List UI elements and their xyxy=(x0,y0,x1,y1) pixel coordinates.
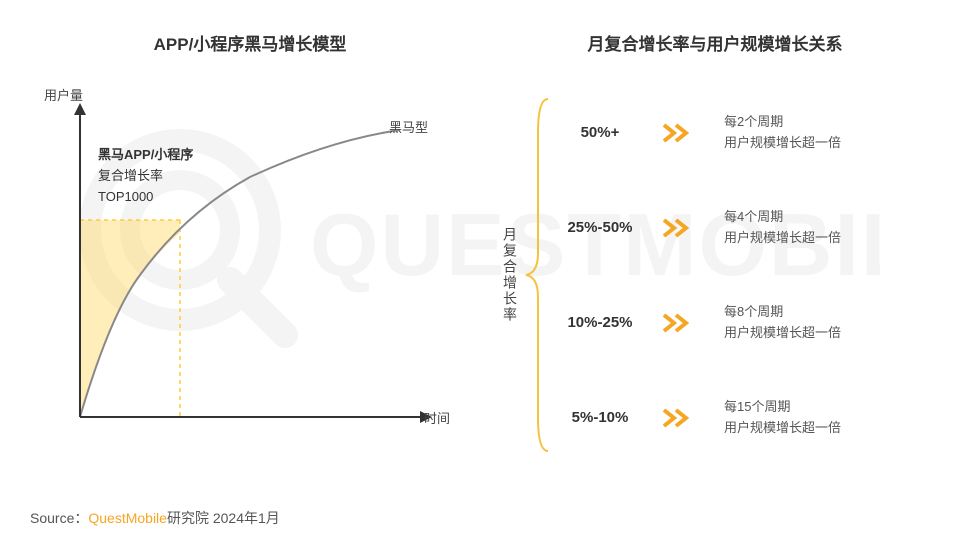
rate-desc: 每2个周期 用户规模增长超一倍 xyxy=(724,112,841,152)
rate-rows: 50%+ 每2个周期 用户规模增长超一倍 25%-50% 每4个周期 xyxy=(554,85,930,465)
source-prefix: Source： xyxy=(30,510,88,526)
double-chevron-icon xyxy=(662,218,708,238)
rate-value: 10%-25% xyxy=(554,314,646,331)
rate-value: 50%+ xyxy=(554,124,646,141)
bracket-icon xyxy=(520,93,550,457)
bracket-label: 月复合增长率 xyxy=(500,227,520,323)
fill-region xyxy=(80,220,180,417)
x-axis-label: 时间 xyxy=(424,408,450,427)
growth-chart: 用户量 时间 黑马型 黑马APP/小程序 复合增长率 TOP1000 xyxy=(30,85,450,445)
rate-value: 5%-10% xyxy=(554,409,646,426)
y-axis-arrow xyxy=(74,103,86,115)
left-panel: APP/小程序黑马增长模型 用户量 时间 黑马型 黑马APP/小程序 复合增长率… xyxy=(30,30,470,445)
rate-row: 50%+ 每2个周期 用户规模增长超一倍 xyxy=(554,112,930,152)
double-chevron-icon xyxy=(662,408,708,428)
y-axis-label: 用户量 xyxy=(44,85,83,104)
chart-annotation: 黑马APP/小程序 复合增长率 TOP1000 xyxy=(98,145,193,207)
chart-svg xyxy=(30,85,450,445)
double-chevron-icon xyxy=(662,123,708,143)
rate-row: 5%-10% 每15个周期 用户规模增长超一倍 xyxy=(554,397,930,437)
right-panel: 月复合增长率与用户规模增长关系 月复合增长率 50%+ 每2个周期 用户规模增长… xyxy=(500,30,930,465)
rate-row: 25%-50% 每4个周期 用户规模增长超一倍 xyxy=(554,207,930,247)
annotation-line3: TOP1000 xyxy=(98,187,193,208)
annotation-line2: 复合增长率 xyxy=(98,166,193,187)
double-chevron-icon xyxy=(662,313,708,333)
rate-value: 25%-50% xyxy=(554,219,646,236)
curve-label: 黑马型 xyxy=(389,117,428,136)
source-brand: QuestMobile xyxy=(88,510,167,526)
annotation-line1: 黑马APP/小程序 xyxy=(98,145,193,166)
left-title: APP/小程序黑马增长模型 xyxy=(30,30,470,55)
right-title: 月复合增长率与用户规模增长关系 xyxy=(500,30,930,55)
rate-row: 10%-25% 每8个周期 用户规模增长超一倍 xyxy=(554,302,930,342)
source-suffix: 研究院 2024年1月 xyxy=(167,510,280,526)
source-line: Source：QuestMobile研究院 2024年1月 xyxy=(30,508,280,528)
rate-desc: 每8个周期 用户规模增长超一倍 xyxy=(724,302,841,342)
right-content: 月复合增长率 50%+ 每2个周期 用户规模增长超一倍 25%-50% xyxy=(500,85,930,465)
rate-desc: 每15个周期 用户规模增长超一倍 xyxy=(724,397,841,437)
rate-desc: 每4个周期 用户规模增长超一倍 xyxy=(724,207,841,247)
